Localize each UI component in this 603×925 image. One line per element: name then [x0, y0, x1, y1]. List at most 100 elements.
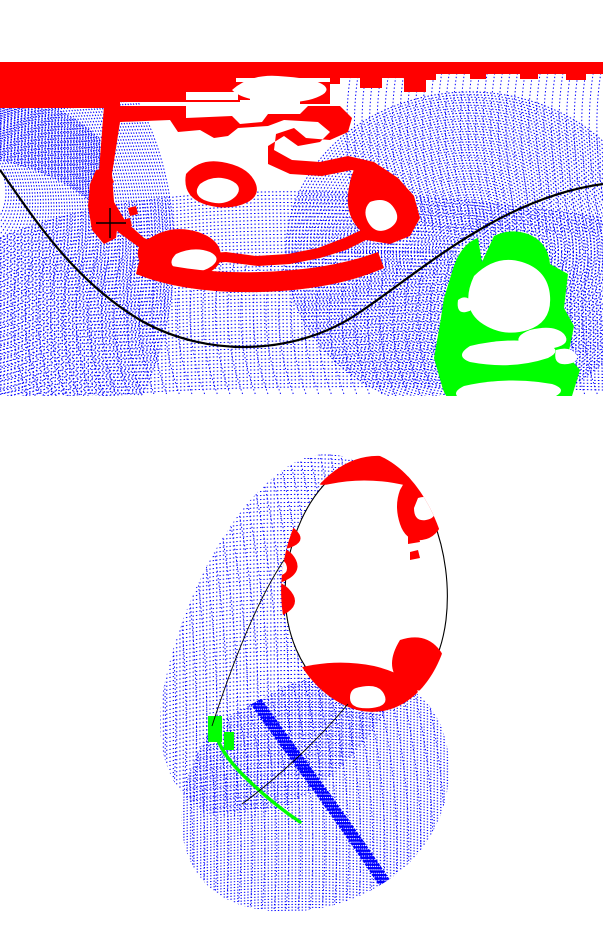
contour-line	[0, 191, 603, 239]
contour-line	[181, 741, 450, 762]
contour-line	[181, 726, 450, 747]
contour-line	[240, 257, 257, 396]
contour-line	[64, 382, 603, 396]
contour-line	[181, 738, 450, 759]
contour-line	[482, 65, 495, 233]
contour-line	[0, 269, 603, 308]
contour-line	[181, 803, 450, 824]
contour-line	[419, 251, 521, 294]
contour-line	[0, 280, 603, 317]
contour-line	[0, 86, 82, 351]
contour-line	[189, 257, 206, 396]
contour-line	[0, 93, 111, 154]
contour-line	[0, 133, 34, 270]
contour-line	[291, 679, 314, 911]
contour-line	[513, 65, 526, 233]
contour-line	[0, 105, 111, 167]
contour-line	[588, 65, 601, 233]
contour-line	[449, 236, 491, 253]
contour-line	[558, 65, 571, 233]
contour-line	[181, 709, 450, 730]
contour-line	[0, 240, 603, 283]
contour-line	[374, 170, 566, 253]
contour-line	[0, 102, 111, 163]
contour-line	[429, 65, 442, 233]
contour-line	[303, 251, 603, 396]
contour-line	[181, 789, 450, 810]
contour-line	[181, 689, 450, 710]
contour-line	[411, 679, 434, 911]
contour-line	[255, 695, 393, 889]
contour-line	[181, 795, 450, 816]
contour-line	[181, 743, 450, 764]
contour-line	[285, 251, 603, 396]
contour-line	[354, 152, 586, 253]
contour-line	[0, 100, 111, 162]
contour-line	[181, 761, 450, 782]
contour-line	[0, 125, 42, 284]
contour-line	[181, 812, 450, 833]
contour-line	[348, 251, 592, 358]
contour-line	[265, 257, 282, 396]
contour-line	[181, 829, 450, 850]
contour-line	[346, 65, 359, 233]
contour-line	[401, 194, 539, 253]
contour-line	[181, 818, 450, 839]
contour-line	[0, 276, 603, 314]
contour-line	[181, 783, 450, 804]
contour-line	[0, 248, 603, 289]
contour-line	[181, 703, 450, 724]
contour-line	[0, 99, 68, 329]
contour-line	[181, 809, 450, 830]
contour-line	[0, 230, 603, 273]
contour-line	[327, 128, 603, 253]
contour-line	[0, 212, 603, 258]
contour-line	[37, 257, 54, 396]
contour-line	[181, 755, 450, 776]
contour-line	[75, 257, 92, 396]
contour-line	[0, 119, 47, 293]
contour-line	[0, 64, 106, 390]
contour-line	[417, 257, 434, 396]
contour-line	[383, 178, 557, 253]
contour-line	[419, 210, 521, 253]
contour-line	[181, 729, 450, 750]
contour-line	[181, 698, 450, 719]
contour-line	[0, 103, 111, 165]
reference-curve	[0, 169, 603, 349]
contour-line	[0, 94, 74, 338]
contour-line	[505, 65, 518, 233]
contour-line	[62, 257, 80, 396]
contour-line	[0, 294, 603, 330]
contour-line	[303, 679, 326, 911]
contour-line	[303, 257, 320, 396]
contour-line	[181, 701, 450, 722]
contour-line	[94, 386, 603, 396]
contour-line	[437, 225, 503, 253]
contour-line	[324, 125, 603, 253]
contour-line	[181, 775, 450, 796]
contour-line	[0, 233, 603, 276]
contour-line	[0, 106, 60, 316]
contour-line	[181, 695, 450, 716]
contour-line	[0, 91, 111, 153]
crosshair-marker[interactable]	[96, 208, 126, 238]
contour-line	[0, 283, 603, 320]
contour-line	[181, 815, 450, 836]
contour-line	[437, 251, 503, 279]
contour-line	[50, 257, 67, 396]
contour-line	[88, 257, 105, 396]
contour-line	[0, 107, 111, 169]
contour-line	[181, 821, 450, 842]
contour-line	[379, 257, 396, 396]
contour-line	[181, 781, 450, 802]
contour-line	[247, 695, 385, 889]
contour-line	[0, 237, 603, 280]
contour-line	[0, 158, 12, 230]
contour-line	[596, 65, 603, 204]
contour-line	[181, 686, 450, 707]
contour-line	[245, 695, 383, 889]
contour-line	[138, 257, 156, 396]
map-svg	[0, 62, 603, 396]
